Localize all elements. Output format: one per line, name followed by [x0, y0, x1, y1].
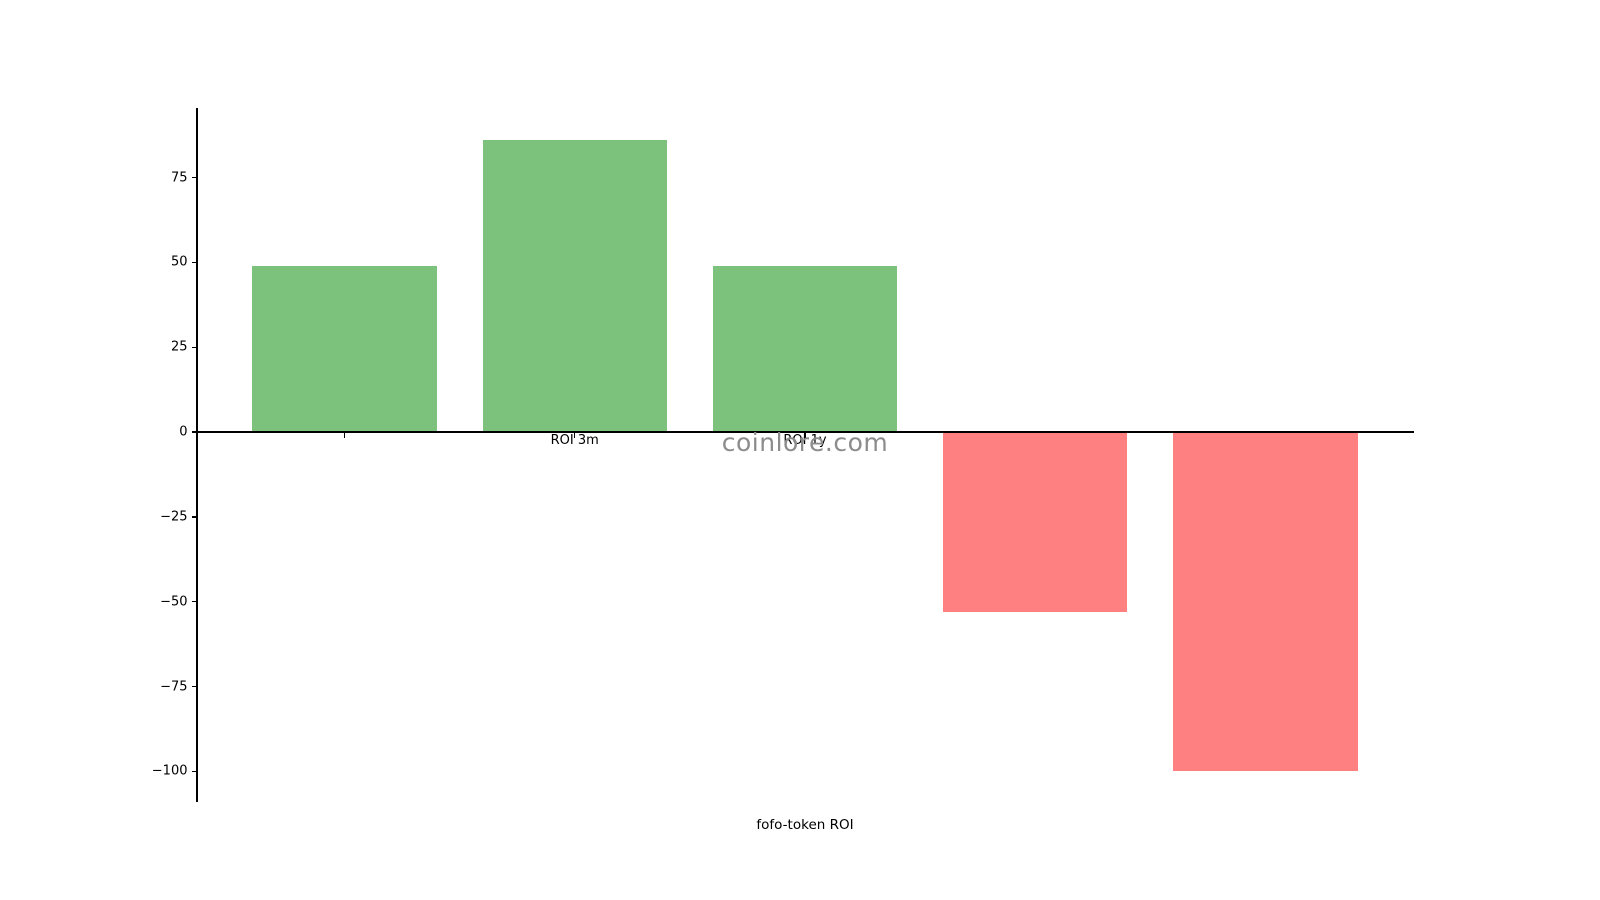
roi-bar: [252, 265, 437, 433]
y-tick-label: −50: [160, 594, 188, 610]
y-tick-mark: [191, 685, 197, 688]
x-tick-mark: [343, 432, 346, 438]
y-tick-label: 50: [170, 254, 188, 270]
y-tick-mark: [191, 770, 197, 773]
x-axis-line: [196, 431, 1414, 433]
y-tick-mark: [191, 346, 197, 348]
chart-xlabel: fofo-token ROI: [756, 817, 854, 833]
y-tick-label: −75: [160, 679, 188, 695]
watermark: coinlore.com: [721, 428, 889, 458]
y-tick-mark: [191, 601, 197, 603]
y-tick-label: −100: [151, 763, 188, 779]
roi-bar: [943, 432, 1128, 612]
y-axis-line: [196, 108, 198, 802]
y-tick-mark: [191, 176, 197, 179]
y-tick-label: 25: [170, 339, 188, 355]
x-tick-mark: [804, 432, 806, 438]
roi-bar: [482, 140, 667, 433]
y-tick-label: −25: [160, 509, 188, 525]
y-tick-mark: [191, 431, 197, 433]
y-tick-mark: [191, 516, 197, 518]
roi-bar: [1173, 432, 1358, 772]
roi-bar: [712, 265, 898, 433]
x-tick-label: ROI 3m: [550, 433, 599, 449]
x-tick-mark: [574, 432, 576, 438]
x-tick-label: ROI 1y: [783, 433, 827, 449]
y-tick-label: 75: [170, 170, 188, 186]
y-tick-label: 0: [179, 424, 188, 440]
y-tick-mark: [191, 261, 197, 264]
